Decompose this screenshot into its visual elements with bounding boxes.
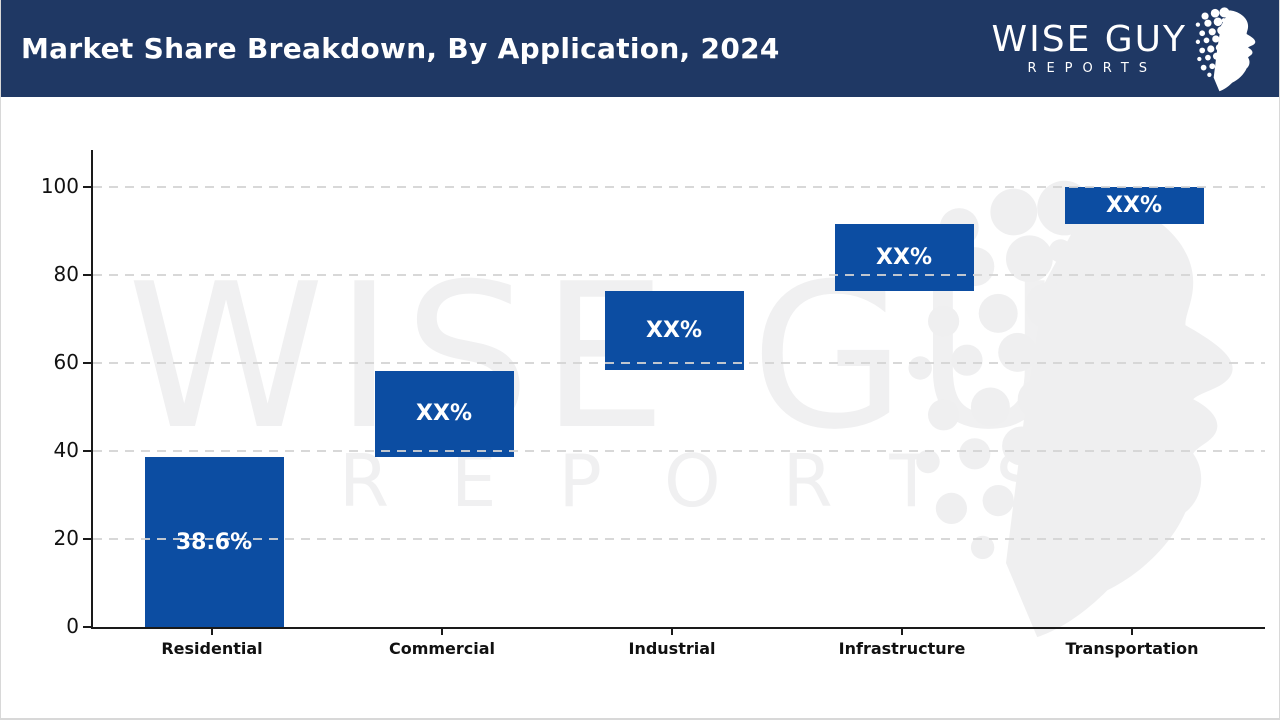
x-tick-mark [1131,627,1133,635]
category-label-residential: Residential [161,639,263,658]
category-label-industrial: Industrial [628,639,716,658]
wiseguy-face-icon [1195,6,1256,91]
logo-wordmark: WISE GUY [991,19,1187,60]
wiseguy-logo-text: WISE GUY REPORTS [991,19,1188,77]
x-tick-mark [211,627,213,635]
y-tick-label: 0 [66,614,79,638]
bar-value-label: 38.6% [175,529,253,555]
y-tick-mark [83,538,91,540]
wiseguy-logo: WISE GUY REPORTS [992,6,1280,92]
bar-residential [144,457,284,627]
x-tick-mark [441,627,443,635]
y-tick-mark [83,186,91,188]
y-tick-mark [83,450,91,452]
category-label-infrastructure: Infrastructure [838,639,966,658]
y-tick-mark [83,274,91,276]
y-tick-label: 20 [53,526,79,550]
category-label-transportation: Transportation [1065,639,1199,658]
logo-subtext: REPORTS [1027,61,1158,76]
y-tick-label: 40 [53,438,79,462]
header: Market Share Breakdown, By Application, … [1,0,1279,97]
y-tick-mark [83,362,91,364]
x-tick-mark [901,627,903,635]
category-label-commercial: Commercial [388,639,496,658]
y-tick-label: 100 [40,174,79,198]
watermark-face-icon [908,180,1233,638]
y-tick-label: 80 [53,262,79,286]
x-tick-mark [671,627,673,635]
page-title: Market Share Breakdown, By Application, … [21,32,780,65]
y-tick-mark [83,626,91,628]
y-tick-label: 60 [53,350,79,374]
